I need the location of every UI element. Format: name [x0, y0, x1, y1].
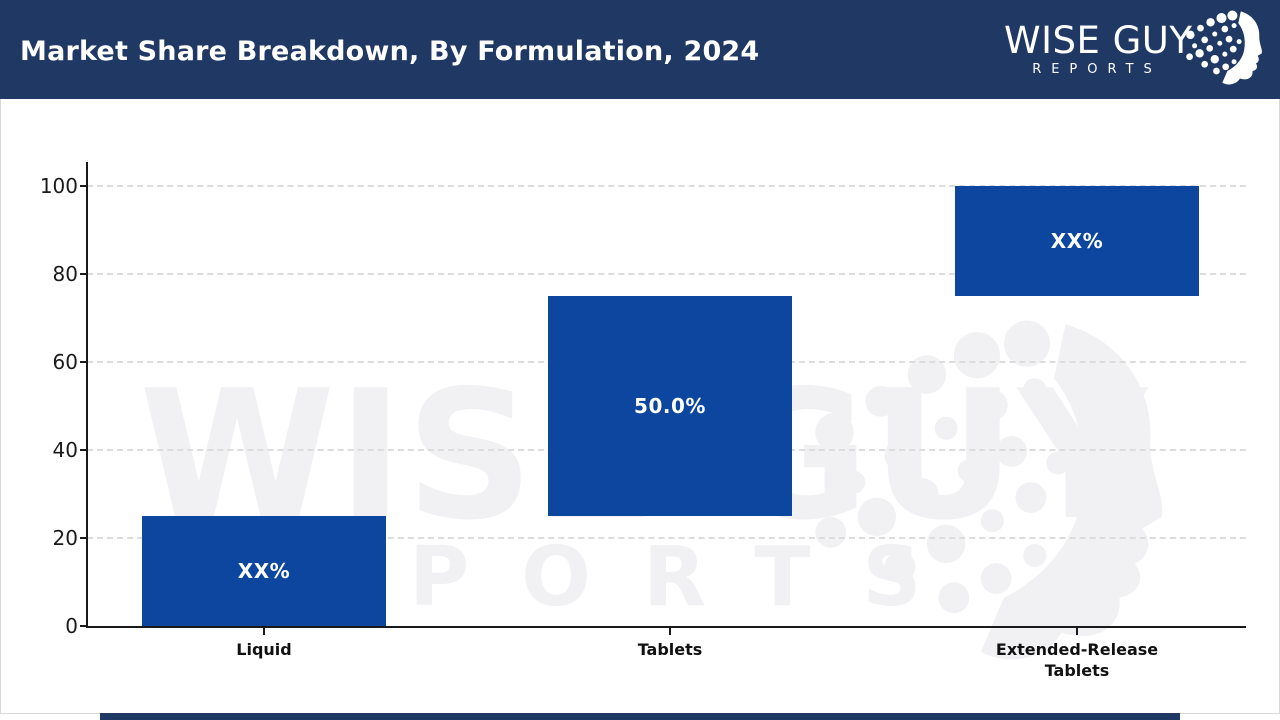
logo-subtext: REPORTS — [1032, 62, 1162, 77]
logo-text: WISE GUY REPORTS — [1004, 19, 1193, 77]
y-tick-mark — [80, 537, 87, 539]
y-tick-label: 40 — [52, 438, 78, 462]
y-tick-mark — [80, 273, 87, 275]
bar-value-label: XX% — [1050, 229, 1104, 253]
y-tick-label: 80 — [52, 262, 78, 286]
gridline — [87, 273, 1246, 275]
y-tick-mark — [80, 185, 87, 187]
wise-guy-reports-logo: WISE GUY REPORTS — [1004, 8, 1266, 92]
y-tick-label: 20 — [52, 526, 78, 550]
bar-value-label: 50.0% — [634, 394, 706, 418]
header-band: Market Share Breakdown, By Formulation, … — [0, 0, 1280, 99]
bar-liquid: XX% — [142, 516, 386, 626]
bar-extended-release-tablets: XX% — [955, 186, 1199, 296]
x-axis-label-extended-release-tablets: Extended-Release Tablets — [995, 640, 1159, 680]
y-tick-mark — [80, 449, 87, 451]
x-axis-label-liquid: Liquid — [236, 640, 292, 659]
bar-tablets: 50.0% — [548, 296, 792, 516]
dotted-face-icon — [1186, 10, 1262, 85]
bottom-brand-strip — [100, 713, 1180, 720]
chart-title: Market Share Breakdown, By Formulation, … — [20, 36, 760, 67]
y-tick-label: 100 — [39, 174, 78, 198]
x-tick-mark — [669, 627, 671, 635]
y-tick-mark — [80, 361, 87, 363]
x-tick-mark — [1076, 627, 1078, 635]
x-axis-label-tablets: Tablets — [637, 640, 703, 659]
bar-value-label: XX% — [237, 559, 291, 583]
x-axis — [86, 626, 1246, 628]
y-axis — [86, 162, 88, 627]
gridline — [87, 537, 1246, 539]
y-tick-label: 0 — [65, 614, 78, 638]
logo-wordmark: WISE GUY — [1004, 19, 1193, 62]
watermark-face-graphic — [815, 320, 1163, 660]
x-tick-mark — [263, 627, 265, 635]
gridline — [87, 185, 1246, 187]
y-tick-mark — [80, 625, 87, 627]
y-tick-label: 60 — [52, 350, 78, 374]
